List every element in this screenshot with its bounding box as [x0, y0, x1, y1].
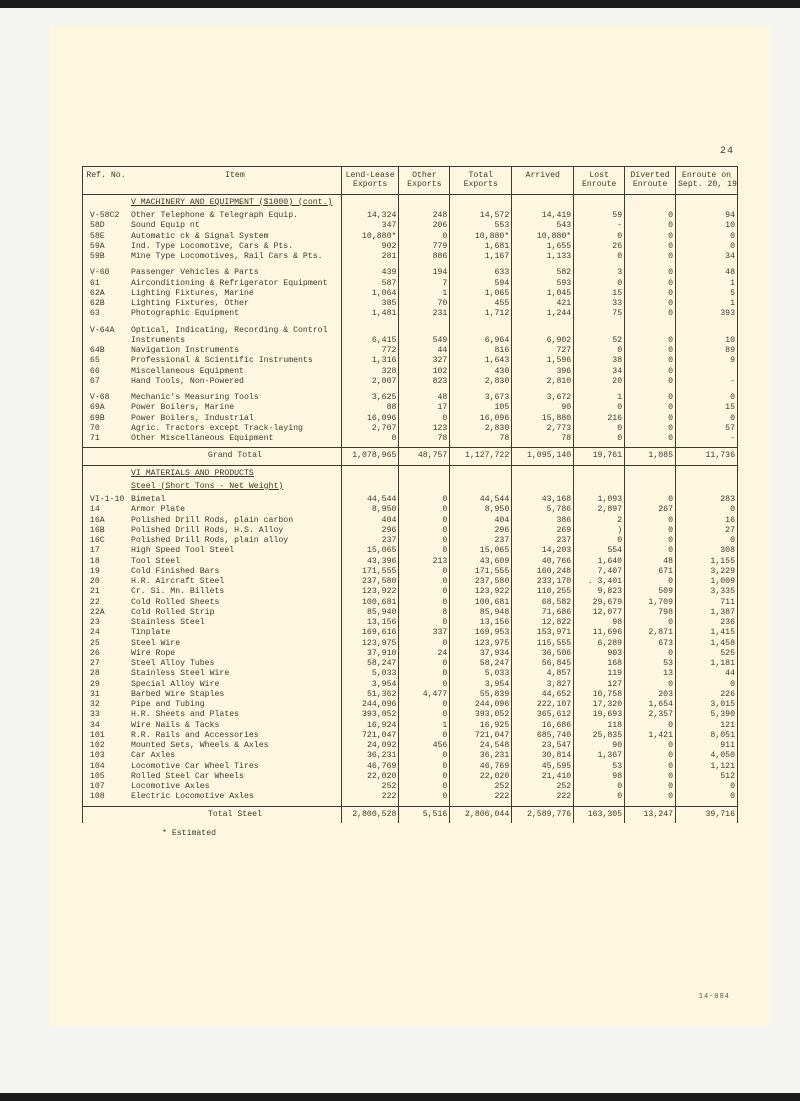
table-row: 19 Cold Finished Bars 171,555 0 171,555 …	[83, 567, 738, 577]
table-row: 16B Polished Drill Rods, H.S. Alloy 296 …	[83, 526, 738, 536]
table-row: 61 Airconditioning & Refrigerator Equipm…	[83, 279, 738, 289]
table-row: 23 Stainless Steel 13,156 0 13,156 12,82…	[83, 618, 738, 628]
table-row: V-60 Passenger Vehicles & Parts 439 194 …	[83, 268, 738, 278]
table-row: 32 Pipe and Tubing 244,096 0 244,096 222…	[83, 700, 738, 710]
section-row: Steel (Short Tons - Net Weight)	[83, 482, 738, 492]
col-enr: Enroute onSept. 20, 1945	[676, 167, 738, 195]
table-row: 33 H.R. Sheets and Plates 393,052 0 393,…	[83, 710, 738, 720]
table-row: 26 Wire Rope 37,910 24 37,934 36,506 903…	[83, 649, 738, 659]
footnote: * Estimated	[162, 829, 738, 839]
table-row: 64B Navigation Instruments 772 44 816 72…	[83, 346, 738, 356]
col-lost: LostEnroute	[574, 167, 625, 195]
table-row: 59B Mine Type Locomotives, Rail Cars & P…	[83, 252, 738, 262]
table-row: 18 Tool Steel 43,396 213 43,609 40,766 1…	[83, 557, 738, 567]
table-row: 102 Mounted Sets, Wheels & Axles 24,092 …	[83, 741, 738, 751]
col-arrived: Arrived	[512, 167, 574, 195]
table-row: 31 Barbed Wire Staples 51,362 4,477 55,8…	[83, 690, 738, 700]
section-row: V MACHINERY AND EQUIPMENT ($1000) (cont.…	[83, 198, 738, 208]
table-row: 101 R.R. Rails and Accessories 721,047 0…	[83, 731, 738, 741]
table-row: 107 Locomotive Axles 252 0 252 252 0 0 0	[83, 782, 738, 792]
table-row: 24 Tinplate 169,616 337 169,953 153,971 …	[83, 628, 738, 638]
col-other: OtherExports	[399, 167, 450, 195]
table-row: 21 Cr. Si. Mn. Billets 123,922 0 123,922…	[83, 587, 738, 597]
total-row: Grand Total 1,078,96548,7571,127,722 1,0…	[83, 448, 738, 465]
table-row: 63 Photographic Equipment 1,481 231 1,71…	[83, 309, 738, 319]
table-row: 70 Agric. Tractors except Track-laying 2…	[83, 424, 738, 434]
col-ref: Ref. No.	[83, 167, 129, 195]
table-row: 62B Lighting Fixtures, Other 385 70 455 …	[83, 299, 738, 309]
total-row: Total Steel 2,800,5285,5162,806,044 2,58…	[83, 806, 738, 823]
table-row: 58D Sound Equip nt 347 206 553 543 - 0 1…	[83, 221, 738, 231]
table-row: 27 Steel Alloy Tubes 58,247 0 58,247 56,…	[83, 659, 738, 669]
table-row: 66 Miscellaneous Equipment 328 102 430 3…	[83, 367, 738, 377]
table-row: Instruments 6,415 549 6,964 6,902 52 0 1…	[83, 336, 738, 346]
main-table: Ref. No. Item Lend-LeaseExports OtherExp…	[82, 166, 738, 823]
table-row: 29 Special Alloy Wire 3,954 0 3,954 3,82…	[83, 680, 738, 690]
page-number: 24	[720, 146, 734, 159]
table-row: 14 Armor Plate 8,950 0 8,950 5,786 2,897…	[83, 505, 738, 515]
table-row: 58E Automatic ck & Signal System 10,880*…	[83, 232, 738, 242]
table-row: 105 Rolled Steel Car Wheels 22,020 0 22,…	[83, 772, 738, 782]
table-row: V-58C2 Other Telephone & Telegraph Equip…	[83, 211, 738, 221]
table-row: 69A Power Boilers, Marine 88 17 105 90 0…	[83, 403, 738, 413]
table-row: 22A Cold Rolled Strip 85,940 8 85,948 71…	[83, 608, 738, 618]
table-row: 17 High Speed Tool Steel 15,065 0 15,065…	[83, 546, 738, 556]
table-row: VI-1-10 Bimetal 44,544 0 44,544 43,168 1…	[83, 495, 738, 505]
doc-number: 14-084	[699, 993, 730, 1002]
table-row: 62A Lighting Fixtures, Marine 1,064 1 1,…	[83, 289, 738, 299]
section-row: VI MATERIALS AND PRODUCTS	[83, 469, 738, 479]
table-row: 34 Wire Nails & Tacks 16,924 1 16,925 16…	[83, 721, 738, 731]
table-row: 20 H.R. Aircraft Steel 237,580 0 237,580…	[83, 577, 738, 587]
table-row: 65 Professional & Scientific Instruments…	[83, 356, 738, 366]
table-row: 108 Electric Locomotive Axles 222 0 222 …	[83, 792, 738, 802]
col-item: Item	[129, 167, 341, 195]
header-row: Ref. No. Item Lend-LeaseExports OtherExp…	[83, 167, 738, 195]
table-row: 59A Ind. Type Locomotive, Cars & Pts. 90…	[83, 242, 738, 252]
table-row: 16C Polished Drill Rods, plain alloy 237…	[83, 536, 738, 546]
table-body: V MACHINERY AND EQUIPMENT ($1000) (cont.…	[83, 194, 738, 823]
table-row: 69B Power Boilers, Industrial 16,096 0 1…	[83, 414, 738, 424]
table-row: V-64A Optical, Indicating, Recording & C…	[83, 326, 738, 336]
table-row: 28 Stainless Steel Wire 5,033 0 5,033 4,…	[83, 669, 738, 679]
document-page: 24 Ref. No. Item Lend-LeaseExports Other…	[50, 26, 770, 1026]
scan-background: 24 Ref. No. Item Lend-LeaseExports Other…	[0, 0, 800, 1101]
table-row: V-68 Mechanic's Measuring Tools 3,625 48…	[83, 393, 738, 403]
table-row: 67 Hand Tools, Non-Powered 2,007 823 2,8…	[83, 377, 738, 387]
col-div: DivertedEnroute	[625, 167, 676, 195]
table-row: 71 Other Miscellaneous Equipment 0 78 78…	[83, 434, 738, 444]
table-row: 16A Polished Drill Rods, plain carbon 40…	[83, 516, 738, 526]
col-ll: Lend-LeaseExports	[341, 167, 399, 195]
table-row: 103 Car Axles 36,231 0 36,231 30,814 1,3…	[83, 751, 738, 761]
table-row: 22 Cold Rolled Sheets 100,681 0 100,681 …	[83, 598, 738, 608]
table-row: 104 Locomotive Car Wheel Tires 46,769 0 …	[83, 762, 738, 772]
table-row: 25 Steel Wire 123,975 0 123,975 115,555 …	[83, 639, 738, 649]
col-total: TotalExports	[450, 167, 512, 195]
